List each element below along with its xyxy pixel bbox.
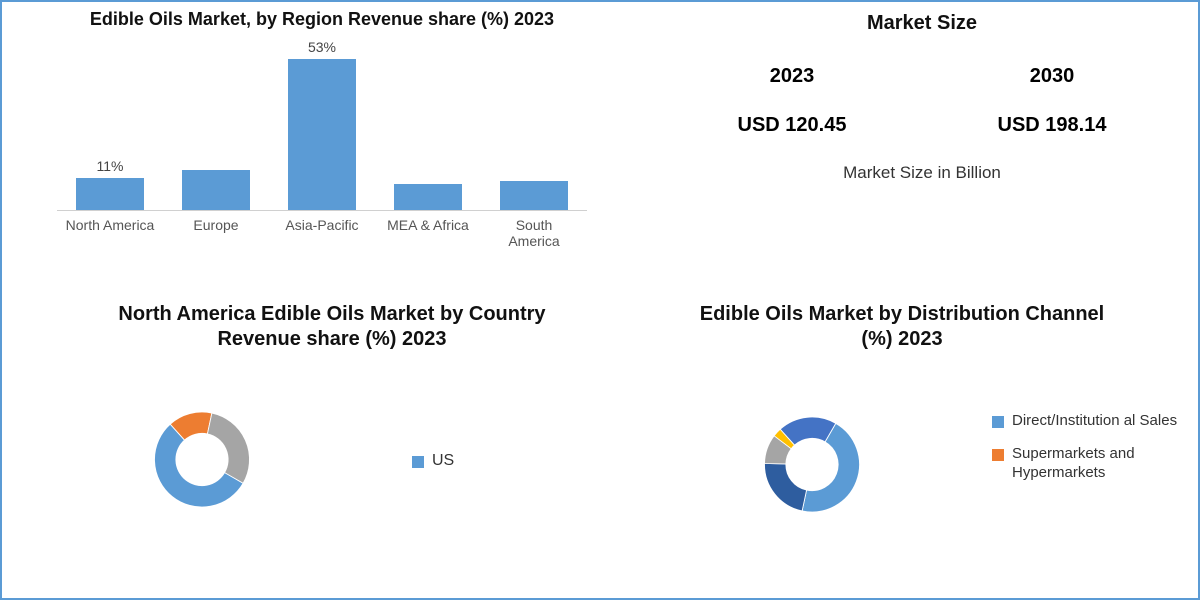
market-size-value-0: USD 120.45 — [738, 114, 847, 137]
market-size-panel: Market Size 2023 2030 USD 120.45 USD 198… — [662, 12, 1182, 272]
market-size-title: Market Size — [662, 12, 1182, 35]
dist-legend-row-1: Supermarkets and Hypermarkets — [992, 445, 1192, 483]
bar-rect-4 — [500, 181, 568, 209]
bar-rect-2 — [288, 59, 356, 209]
dist-legend-row-0: Direct/Institution al Sales — [992, 412, 1192, 431]
na-donut-legend: US — [412, 452, 454, 488]
bar-rect-3 — [394, 184, 462, 210]
donut-slice — [765, 464, 807, 511]
dist-donut-legend: Direct/Institution al Sales Supermarkets … — [992, 412, 1192, 496]
dist-legend-label-0: Direct/Institution al Sales — [1012, 412, 1177, 431]
bar-xlabel-1: Europe — [171, 217, 261, 234]
na-legend-label-0: US — [432, 452, 454, 470]
market-size-caption: Market Size in Billion — [662, 163, 1182, 183]
dist-donut-panel: Edible Oils Market by Distribution Chann… — [642, 302, 1200, 602]
bar-xlabel-0: North America — [65, 217, 155, 234]
region-bar-plot: 11%North AmericaEurope53%Asia-PacificMEA… — [57, 41, 587, 211]
market-size-years: 2023 2030 — [662, 65, 1182, 88]
dist-donut-chart — [702, 417, 922, 517]
bar-1 — [182, 170, 250, 210]
na-donut-panel: North America Edible Oils Market by Coun… — [32, 302, 632, 602]
region-bar-chart: Edible Oils Market, by Region Revenue sh… — [22, 2, 622, 282]
market-size-year-0: 2023 — [770, 65, 815, 88]
dist-legend-swatch-1 — [992, 449, 1004, 461]
bar-xlabel-3: MEA & Africa — [383, 217, 473, 234]
bar-value-label-2: 53% — [288, 39, 356, 55]
na-donut-title: North America Edible Oils Market by Coun… — [102, 302, 562, 352]
dist-donut-title: Edible Oils Market by Distribution Chann… — [682, 302, 1122, 352]
market-size-values: USD 120.45 USD 198.14 — [662, 114, 1182, 137]
dist-legend-swatch-0 — [992, 416, 1004, 428]
bar-3 — [394, 184, 462, 210]
dist-legend-label-1: Supermarkets and Hypermarkets — [1012, 445, 1192, 483]
bar-xlabel-2: Asia-Pacific — [277, 217, 367, 234]
bar-rect-0 — [76, 178, 144, 209]
bar-0: 11% — [76, 178, 144, 209]
bar-4 — [500, 181, 568, 209]
na-legend-swatch-0 — [412, 456, 424, 468]
donut-slice — [207, 413, 249, 483]
bar-value-label-0: 11% — [76, 158, 144, 174]
bar-rect-1 — [182, 170, 250, 210]
na-legend-row-0: US — [412, 452, 454, 470]
na-donut-chart — [92, 412, 312, 512]
bar-2: 53% — [288, 59, 356, 209]
market-size-year-1: 2030 — [1030, 65, 1075, 88]
market-size-value-1: USD 198.14 — [998, 114, 1107, 137]
bar-xlabel-4: South America — [489, 217, 579, 251]
region-bar-title: Edible Oils Market, by Region Revenue sh… — [22, 2, 622, 31]
